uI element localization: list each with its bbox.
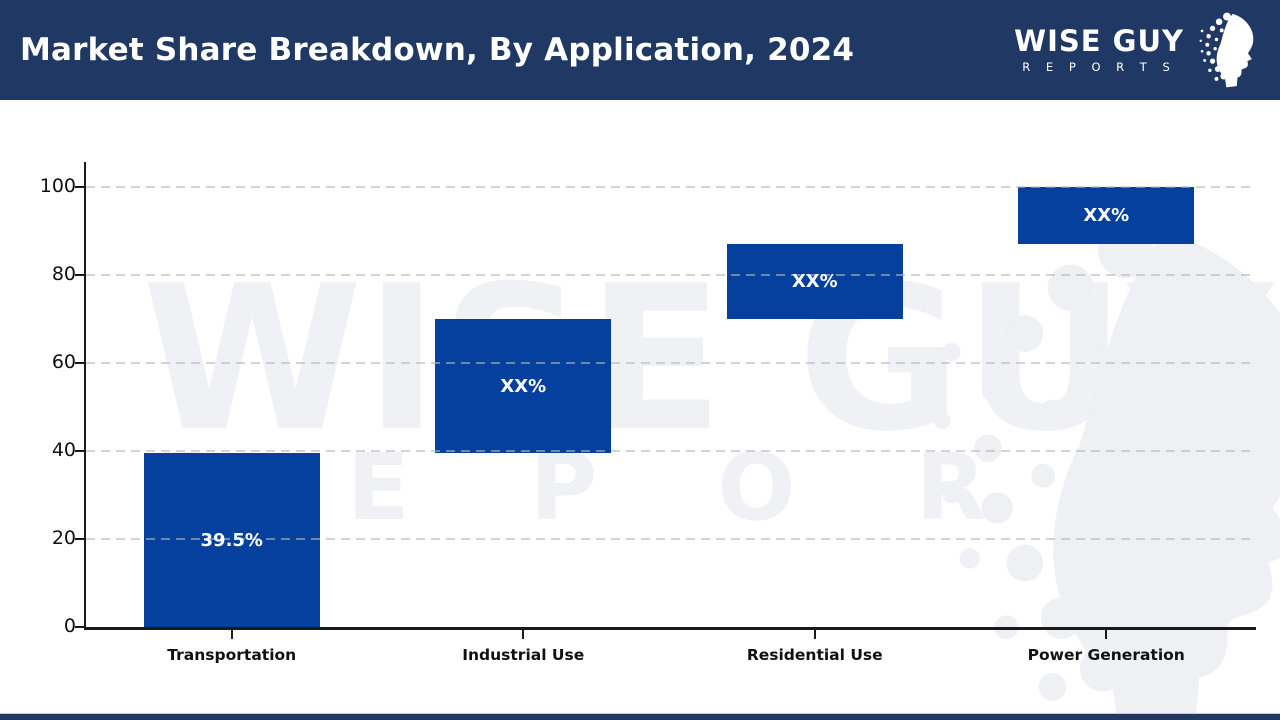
- y-gridline: [86, 274, 1252, 276]
- footer-divider: [0, 713, 1280, 714]
- y-tick: [75, 450, 84, 452]
- y-tick-label: 60: [51, 351, 76, 373]
- y-tick: [75, 626, 84, 628]
- x-tick: [230, 630, 233, 639]
- y-axis-line: [84, 162, 86, 630]
- watermark-line2: R E P O R T S: [156, 434, 1280, 541]
- x-axis-line: [84, 627, 1256, 630]
- brand-subtitle: R E P O R T S: [1022, 59, 1176, 74]
- y-gridline: [86, 362, 1252, 364]
- brand-name: WISE GUY: [1014, 23, 1184, 58]
- y-tick-label: 100: [39, 175, 76, 197]
- chart: WISE GUY R E P O R T S 0 20 40 60 80 100 39.5%…: [0, 100, 1280, 713]
- bar: [435, 319, 612, 454]
- brand-text: WISE GUY R E P O R T S: [1014, 23, 1184, 74]
- bar: [1018, 187, 1195, 245]
- x-tick: [813, 630, 816, 639]
- watermark-line1: WISE GUY: [142, 243, 1275, 476]
- y-gridline: [86, 450, 1252, 452]
- brand-logo: WISE GUY R E P O R T S: [1014, 10, 1258, 90]
- y-gridline: [86, 538, 1252, 540]
- watermark-head-icon: [933, 223, 1280, 713]
- bar: [143, 453, 320, 627]
- footer-bar: [0, 714, 1280, 720]
- y-tick-label: 0: [63, 615, 76, 637]
- x-tick: [522, 630, 525, 639]
- wiseguy-head-icon: [1199, 12, 1254, 88]
- x-category-label: Industrial Use: [462, 646, 585, 664]
- y-tick: [75, 538, 84, 540]
- header: Market Share Breakdown, By Application, …: [0, 0, 1280, 100]
- x-category-label: Power Generation: [1027, 646, 1185, 664]
- y-tick: [75, 362, 84, 364]
- bar: [726, 244, 903, 319]
- y-tick: [75, 274, 84, 276]
- y-tick-label: 20: [51, 527, 76, 549]
- y-tick: [75, 186, 84, 188]
- y-tick-label: 80: [51, 263, 76, 285]
- x-category-label: Transportation: [167, 646, 297, 664]
- page-title: Market Share Breakdown, By Application, …: [20, 32, 855, 68]
- y-gridline: [86, 186, 1252, 188]
- x-category-label: Residential Use: [746, 646, 883, 664]
- y-tick-label: 40: [51, 439, 76, 461]
- x-tick: [1105, 630, 1108, 639]
